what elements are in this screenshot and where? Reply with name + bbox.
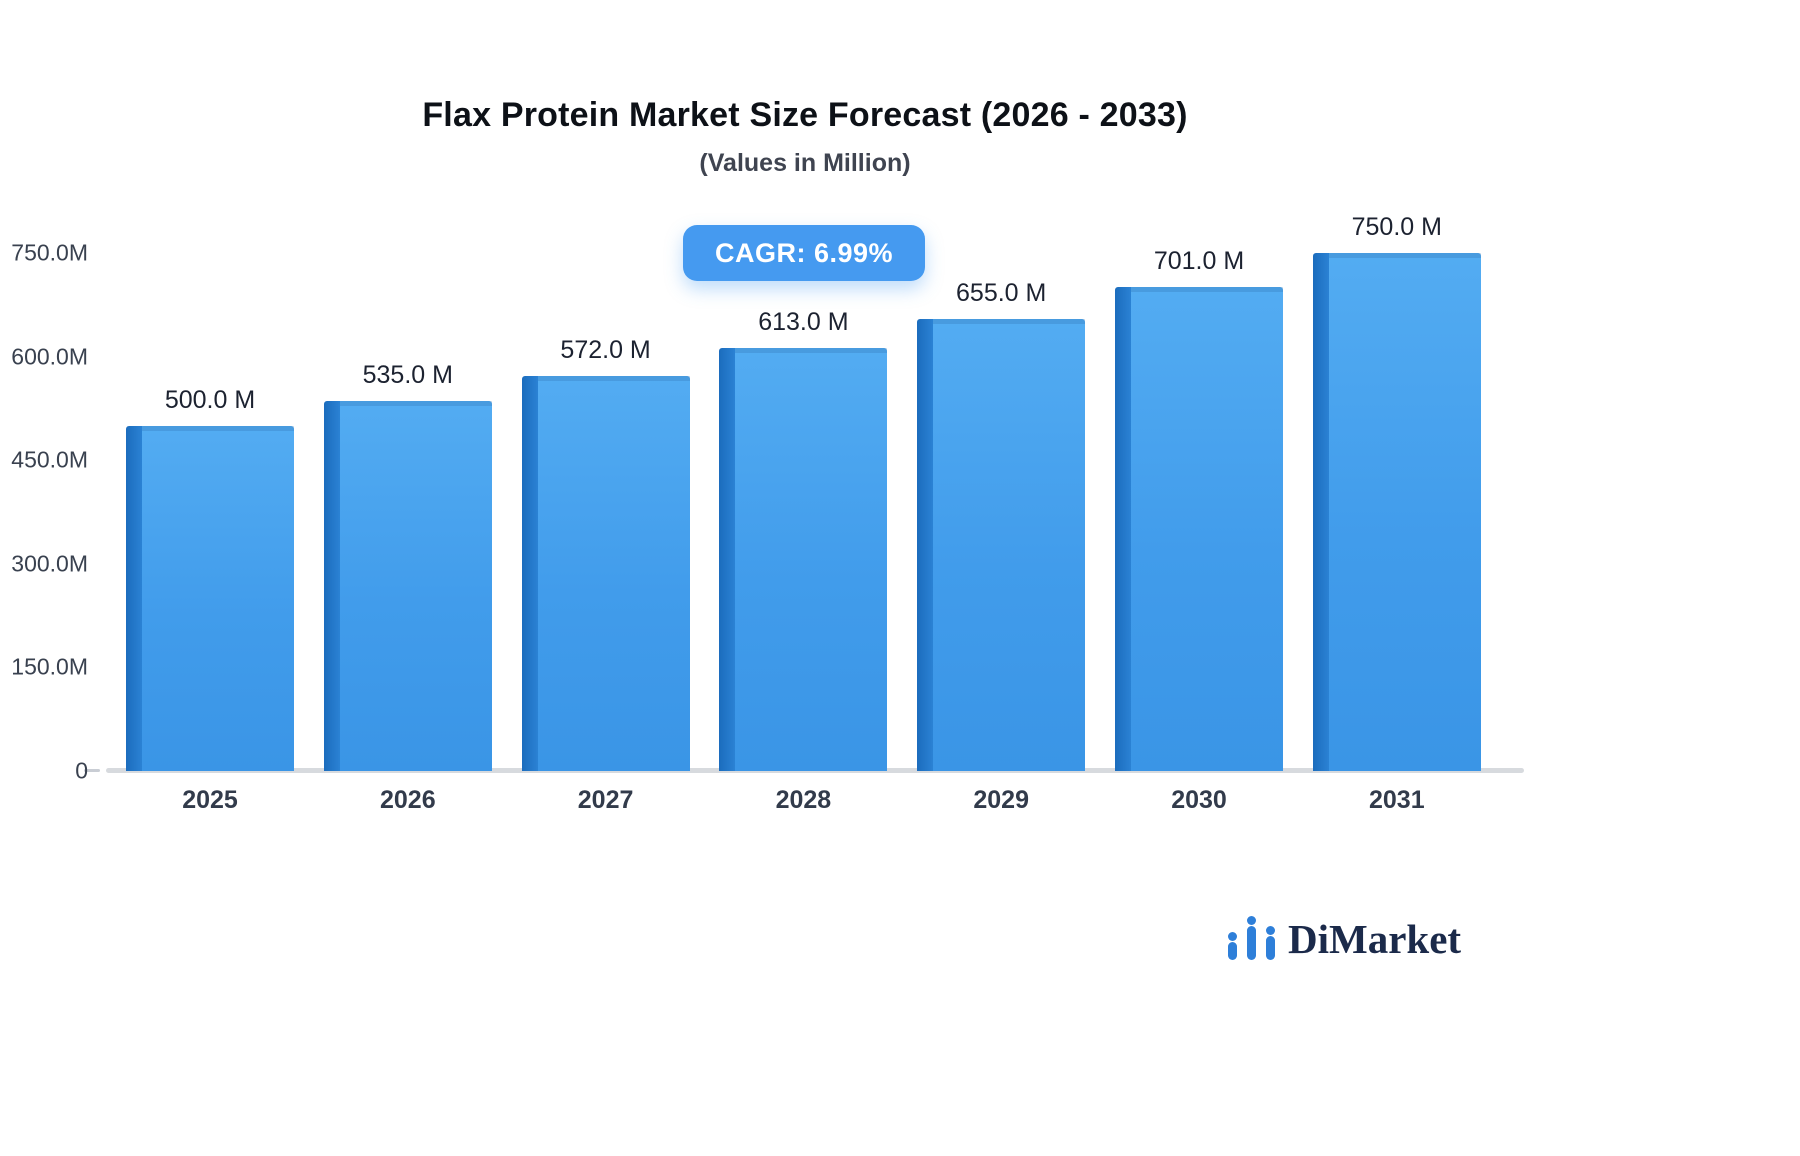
x-axis-label: 2027 <box>577 786 634 814</box>
bar-value-label: 655.0 M <box>956 278 1047 307</box>
y-axis-label: 0 <box>75 757 88 784</box>
bar-3d-side <box>1312 253 1329 771</box>
chart-title: Flax Protein Market Size Forecast (2026 … <box>422 96 1188 134</box>
brand-logo: DiMarket <box>1228 902 1461 960</box>
bar-3d-side <box>323 401 340 771</box>
x-axis-label: 2029 <box>973 786 1029 814</box>
title-block: Flax Protein Market Size Forecast (2026 … <box>0 0 1610 178</box>
bar-3d-side <box>1115 286 1131 771</box>
bar-value-label: 572.0 M <box>560 335 651 364</box>
bar-value-label: 750.0 M <box>1351 213 1442 241</box>
y-axis-label: 150.0M <box>11 653 88 680</box>
bar-3d-side <box>917 318 934 771</box>
logo-bar <box>1266 936 1275 960</box>
bar <box>1115 286 1283 771</box>
x-axis-label: 2028 <box>775 786 832 814</box>
bar-value-label: 701.0 M <box>1153 246 1245 275</box>
chart-subtitle: (Values in Million) <box>699 149 911 177</box>
x-axis-label: 2031 <box>1368 786 1425 814</box>
brand-logo-text: DiMarket <box>1288 916 1462 962</box>
bar-face <box>735 347 888 771</box>
logo-bar <box>1247 926 1256 960</box>
bar-3d-side <box>521 375 538 771</box>
bar-face <box>339 401 492 771</box>
y-axis-label: 450.0M <box>11 446 88 473</box>
logo-dot <box>1247 916 1256 925</box>
bar <box>719 347 888 771</box>
bar-chart-icon <box>1228 902 1276 960</box>
logo-dot <box>1266 926 1275 935</box>
bar-value-label: 613.0 M <box>758 307 849 336</box>
x-axis-label: 2025 <box>182 786 238 814</box>
bar <box>126 425 294 771</box>
bar <box>521 375 690 771</box>
bar <box>1312 253 1481 771</box>
y-axis-label: 300.0M <box>11 550 88 577</box>
logo-dot <box>1228 932 1237 941</box>
cagr-badge: CAGR: 6.99% <box>683 225 925 281</box>
bar-face <box>1328 253 1481 771</box>
logo-bar <box>1228 942 1237 960</box>
bar-value-label: 500.0 M <box>164 385 256 414</box>
bar-face <box>537 375 690 771</box>
bar-3d-side <box>719 347 736 771</box>
bar-face <box>933 318 1086 771</box>
bar <box>917 318 1086 771</box>
bar-face <box>142 425 294 771</box>
y-axis-label: 750.0M <box>11 239 88 266</box>
bar-face <box>1131 286 1283 771</box>
bar-3d-side <box>126 425 142 771</box>
zero-tick-mark <box>84 769 100 772</box>
y-axis-label: 600.0M <box>11 343 88 370</box>
bar-value-label: 535.0 M <box>362 361 453 390</box>
x-axis-label: 2030 <box>1171 786 1227 814</box>
bar <box>323 401 492 771</box>
cagr-badge-label: CAGR: 6.99% <box>714 237 894 268</box>
x-axis-label: 2026 <box>379 786 436 814</box>
